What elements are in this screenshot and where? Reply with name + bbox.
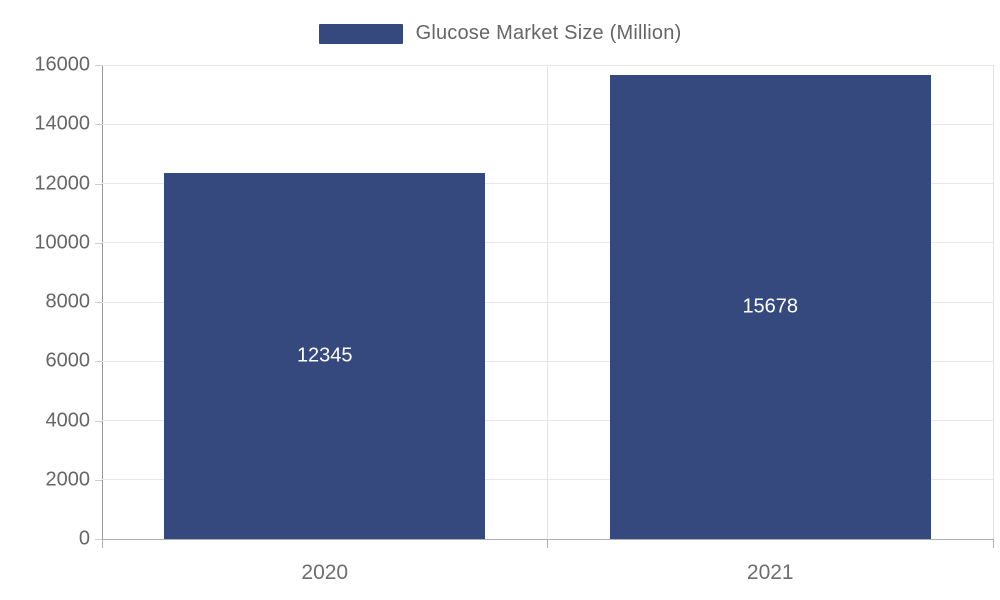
y-axis-tick-label: 2000	[45, 468, 91, 491]
y-axis-tick-label: 16000	[34, 53, 90, 76]
y-axis-line	[102, 65, 103, 548]
x-axis-category-label: 2020	[301, 561, 349, 584]
bar-value-label: 12345	[296, 344, 353, 367]
y-axis-tick-label: 8000	[45, 290, 91, 313]
y-axis-tick-label: 12000	[34, 172, 90, 194]
y-axis-tick-label: 0	[78, 527, 90, 550]
category-boundary-gridline	[547, 65, 548, 539]
x-axis-category-label: 2021	[746, 561, 794, 584]
bar-value-label: 15678	[742, 295, 799, 318]
category-boundary-gridline	[992, 65, 994, 539]
y-axis-tick	[95, 361, 102, 363]
y-axis-tick	[95, 65, 102, 66]
plot-area: 12345 15678	[102, 64, 994, 539]
y-axis-tick	[95, 183, 102, 185]
legend-item-glucose-market-size[interactable]: Glucose Market Size (Million)	[318, 22, 682, 45]
x-axis-line	[95, 539, 993, 540]
y-axis-tick	[95, 479, 102, 481]
y-axis-tick	[95, 124, 102, 126]
y-axis-tick-label: 10000	[34, 231, 90, 254]
y-axis-tick	[95, 420, 102, 422]
y-axis-tick	[95, 242, 102, 244]
y-axis-tick-label: 6000	[45, 349, 91, 372]
x-axis-tick	[547, 539, 548, 548]
bar-2020[interactable]	[164, 173, 486, 539]
y-axis-tick-label: 4000	[45, 409, 91, 431]
bar-2021[interactable]	[609, 74, 931, 539]
legend-label: Glucose Market Size (Million)	[415, 22, 682, 44]
chart-legend: Glucose Market Size (Million)	[0, 22, 1000, 45]
legend-swatch	[318, 23, 403, 44]
x-axis-tick	[992, 539, 994, 548]
y-axis-tick	[95, 539, 102, 540]
x-axis-tick	[101, 539, 103, 548]
y-axis-tick-label: 14000	[34, 112, 90, 135]
y-axis-tick	[95, 302, 102, 303]
